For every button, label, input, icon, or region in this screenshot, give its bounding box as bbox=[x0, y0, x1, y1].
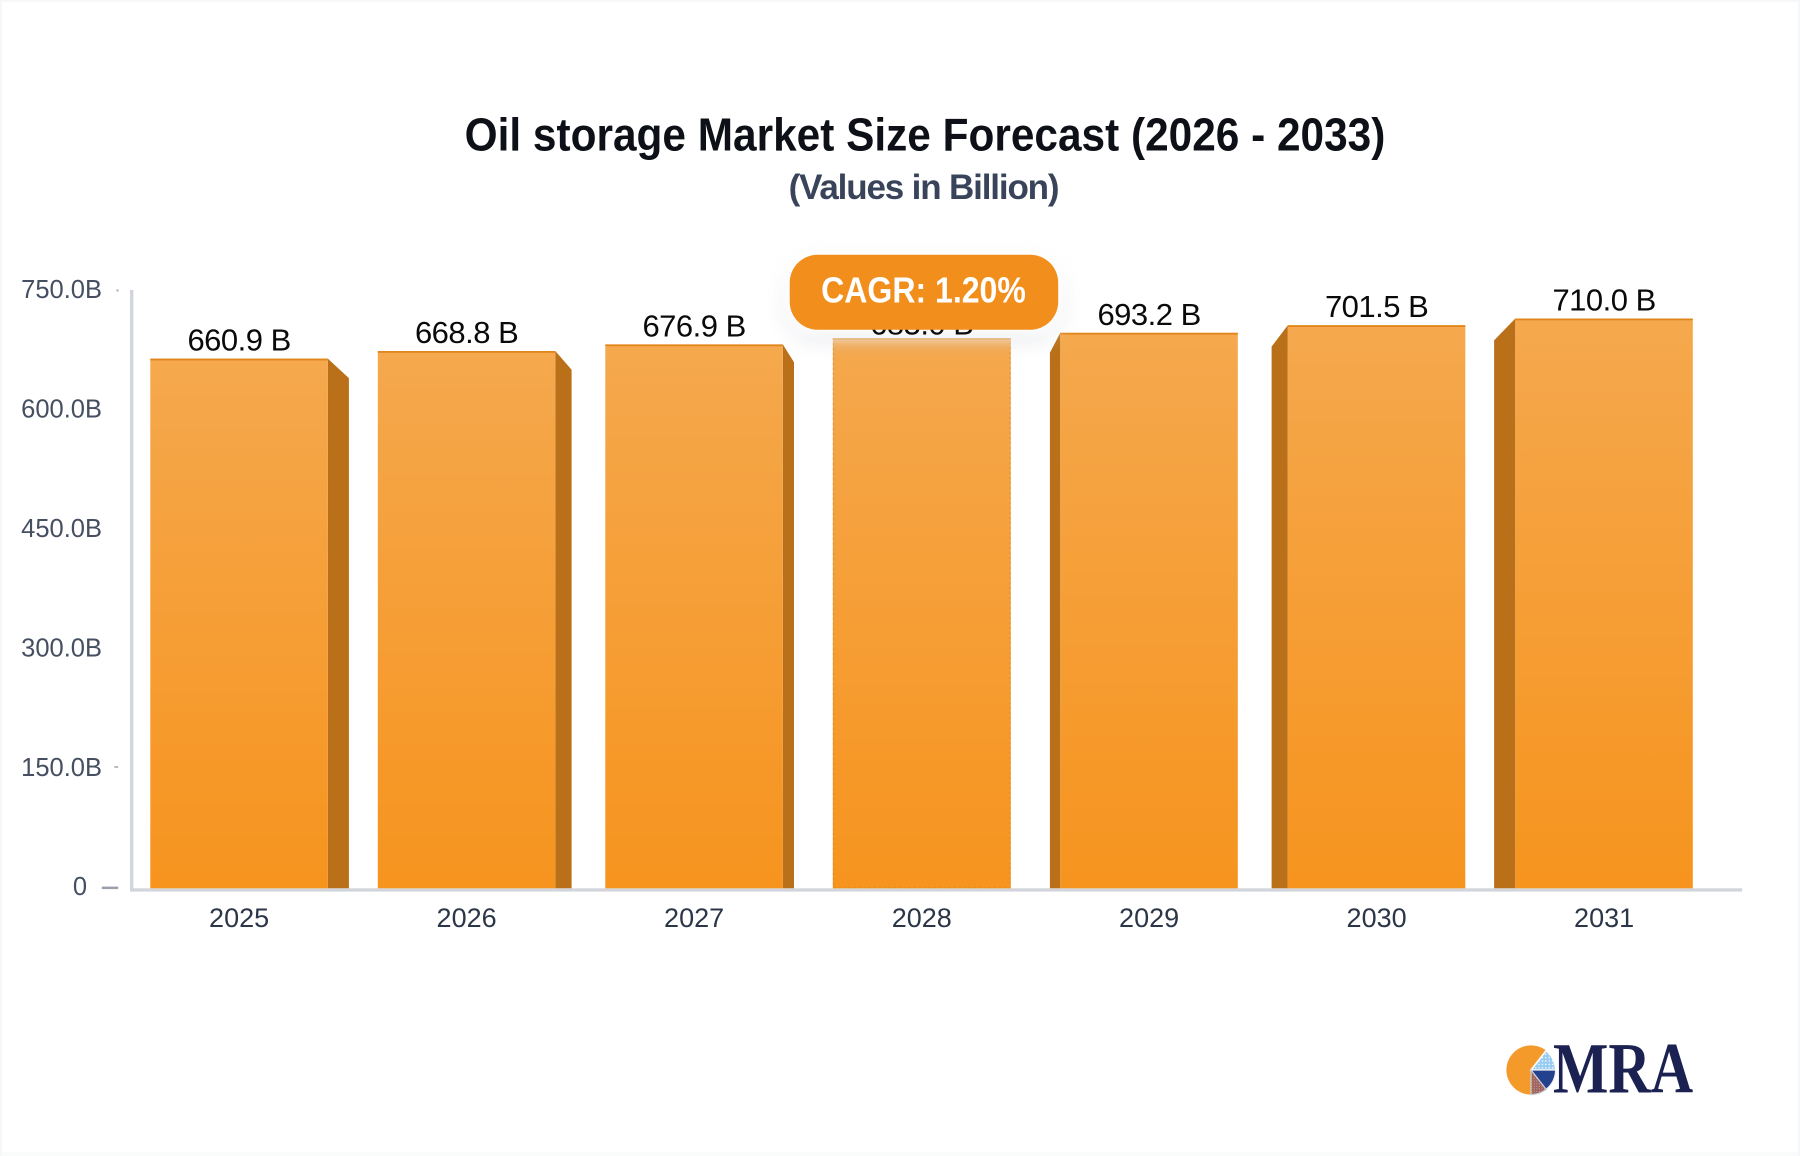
svg-text:CAGR: 1.20%: CAGR: 1.20% bbox=[821, 270, 1026, 310]
svg-text:(Values in Billion): (Values in Billion) bbox=[789, 168, 1059, 207]
svg-text:600.0B: 600.0B bbox=[21, 396, 102, 424]
svg-text:660.9 B: 660.9 B bbox=[187, 323, 290, 358]
svg-text:2031: 2031 bbox=[1574, 903, 1634, 933]
svg-text:2030: 2030 bbox=[1347, 903, 1407, 933]
svg-text:693.2 B: 693.2 B bbox=[1097, 297, 1200, 332]
svg-text:676.9 B: 676.9 B bbox=[642, 308, 745, 343]
svg-text:300.0B: 300.0B bbox=[21, 635, 102, 663]
svg-text:710.0 B: 710.0 B bbox=[1552, 283, 1655, 318]
svg-text:701.5 B: 701.5 B bbox=[1325, 289, 1428, 324]
svg-text:MRA: MRA bbox=[1553, 1029, 1693, 1109]
svg-text:2025: 2025 bbox=[209, 903, 269, 933]
svg-text:0: 0 bbox=[73, 873, 87, 901]
svg-text:450.0B: 450.0B bbox=[21, 515, 102, 543]
svg-text:Oil storage Market Size Foreca: Oil storage Market Size Forecast (2026 -… bbox=[465, 110, 1386, 161]
svg-text:2027: 2027 bbox=[664, 903, 724, 933]
svg-text:750.0B: 750.0B bbox=[21, 276, 102, 304]
svg-text:2026: 2026 bbox=[437, 903, 497, 933]
svg-text:150.0B: 150.0B bbox=[21, 754, 102, 782]
svg-text:668.8 B: 668.8 B bbox=[415, 315, 518, 350]
svg-text:2029: 2029 bbox=[1119, 903, 1179, 933]
svg-text:2028: 2028 bbox=[892, 903, 952, 933]
